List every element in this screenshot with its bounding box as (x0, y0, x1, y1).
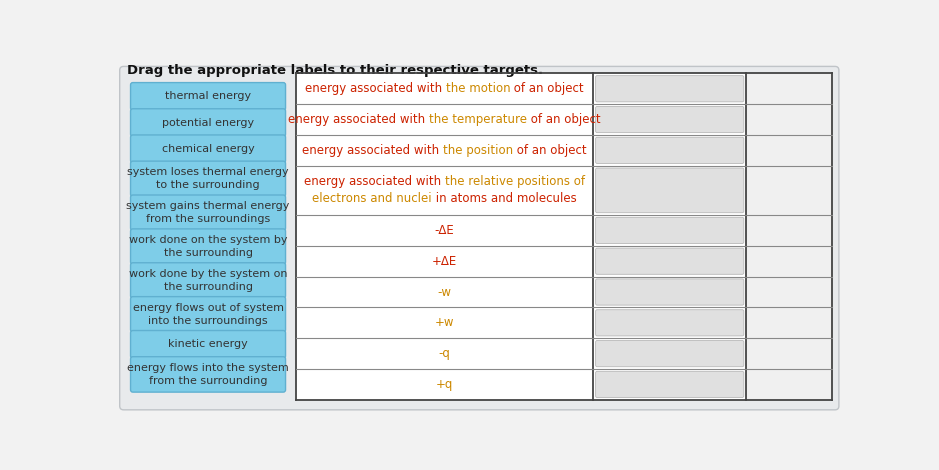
FancyBboxPatch shape (595, 106, 744, 133)
FancyBboxPatch shape (131, 297, 285, 332)
Text: in atoms and molecules: in atoms and molecules (432, 192, 577, 205)
Text: the motion: the motion (446, 82, 511, 95)
Text: the relative positions of: the relative positions of (445, 175, 585, 188)
Text: energy flows out of system
into the surroundings: energy flows out of system into the surr… (132, 303, 284, 326)
Text: energy associated with: energy associated with (305, 82, 446, 95)
Text: system loses thermal energy
to the surrounding: system loses thermal energy to the surro… (128, 167, 289, 190)
Text: of an object: of an object (527, 113, 601, 126)
FancyBboxPatch shape (131, 83, 285, 110)
Bar (747, 166, 832, 215)
Text: energy associated with: energy associated with (302, 144, 443, 157)
FancyBboxPatch shape (595, 310, 744, 336)
Bar (747, 338, 832, 369)
Text: -w: -w (438, 285, 452, 298)
FancyBboxPatch shape (595, 341, 744, 367)
Bar (747, 104, 832, 135)
FancyBboxPatch shape (595, 248, 744, 274)
Text: kinetic energy: kinetic energy (168, 339, 248, 349)
FancyBboxPatch shape (595, 217, 744, 243)
FancyBboxPatch shape (595, 137, 744, 164)
Text: energy associated with: energy associated with (288, 113, 429, 126)
Text: work done on the system by
the surrounding: work done on the system by the surroundi… (129, 235, 287, 258)
Text: +q: +q (436, 378, 454, 391)
Text: +ΔE: +ΔE (432, 255, 457, 268)
FancyBboxPatch shape (131, 135, 285, 163)
FancyBboxPatch shape (595, 279, 744, 305)
Text: -q: -q (439, 347, 451, 360)
Text: system gains thermal energy
from the surroundings: system gains thermal energy from the sur… (127, 201, 290, 224)
Text: the position: the position (443, 144, 513, 157)
Bar (747, 215, 832, 246)
FancyBboxPatch shape (131, 357, 285, 392)
Text: of an object: of an object (513, 144, 587, 157)
Text: potential energy: potential energy (162, 118, 254, 128)
Bar (747, 307, 832, 338)
FancyBboxPatch shape (131, 330, 285, 358)
Text: of an object: of an object (511, 82, 584, 95)
Bar (747, 135, 832, 166)
FancyBboxPatch shape (595, 371, 744, 398)
Bar (747, 73, 832, 104)
Text: -ΔE: -ΔE (435, 224, 454, 237)
Text: chemical energy: chemical energy (162, 144, 254, 154)
FancyBboxPatch shape (131, 161, 285, 196)
FancyBboxPatch shape (595, 168, 744, 213)
Text: +w: +w (435, 316, 454, 329)
FancyBboxPatch shape (595, 76, 744, 102)
Bar (747, 277, 832, 307)
Text: electrons and nuclei: electrons and nuclei (313, 192, 432, 205)
Text: thermal energy: thermal energy (165, 92, 251, 102)
FancyBboxPatch shape (131, 229, 285, 264)
FancyBboxPatch shape (131, 263, 285, 298)
Text: Drag the appropriate labels to their respective targets.: Drag the appropriate labels to their res… (127, 64, 543, 77)
Text: energy associated with: energy associated with (304, 175, 445, 188)
Text: work done by the system on
the surrounding: work done by the system on the surroundi… (129, 269, 287, 292)
Text: energy flows into the system
from the surrounding: energy flows into the system from the su… (127, 363, 289, 386)
Text: the temperature: the temperature (429, 113, 527, 126)
FancyBboxPatch shape (119, 66, 839, 410)
FancyBboxPatch shape (131, 195, 285, 230)
Bar (296, 73, 832, 400)
Bar (747, 246, 832, 277)
Bar (747, 369, 832, 400)
FancyBboxPatch shape (131, 109, 285, 136)
